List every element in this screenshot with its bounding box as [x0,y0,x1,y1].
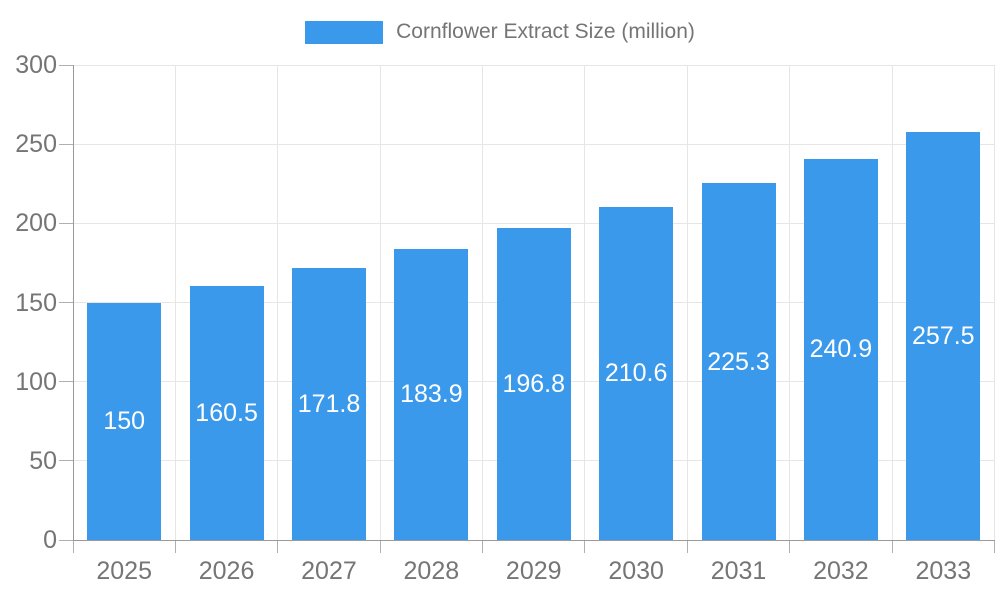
bar-value-2031: 225.3 [707,347,770,376]
legend-label: Cornflower Extract Size (million) [396,20,695,43]
bar-value-2027: 171.8 [297,389,361,418]
x-axis-label-2030: 2030 [608,557,664,585]
legend: Cornflower Extract Size (million) [0,20,1000,44]
gridline-v-1 [174,65,176,540]
y-tick-50 [59,460,73,462]
y-axis-label-200: 200 [15,209,57,238]
bar-value-2032: 240.9 [809,335,873,364]
gridline-h-300 [73,64,995,66]
y-tick-150 [59,302,73,303]
y-tick-200 [59,222,73,224]
bar-2026 [189,285,264,540]
x-tick-0 [72,540,74,553]
x-tick-2 [277,540,279,553]
bar-2028 [394,248,469,540]
y-axis-label-100: 100 [15,367,57,396]
bar-2033 [906,132,981,540]
bar-2032 [803,158,878,540]
x-tick-5 [584,540,586,553]
gridline-v-6 [686,65,688,540]
x-axis-label-2027: 2027 [301,557,357,585]
y-axis-line [72,65,74,540]
x-axis-line [73,539,995,541]
bar-value-2025: 150 [103,407,146,436]
bar-2025 [87,302,162,540]
gridline-v-3 [379,65,381,540]
y-axis-label-300: 300 [15,51,57,79]
gridline-v-4 [482,65,484,540]
y-axis-label-0: 0 [43,526,57,554]
gridline-v-5 [584,65,586,540]
x-axis-label-2031: 2031 [710,557,767,585]
x-tick-6 [686,540,688,553]
bar-2031 [701,183,776,540]
bar-value-2033: 257.5 [912,322,975,351]
x-tick-4 [482,540,484,553]
y-tick-100 [59,381,73,383]
y-tick-300 [59,64,73,66]
x-tick-1 [174,540,176,553]
bar-value-2026: 160.5 [195,398,258,427]
bar-2027 [291,267,366,540]
x-axis-label-2026: 2026 [198,557,255,585]
legend-swatch-icon [305,20,384,44]
x-axis-label-2033: 2033 [915,557,972,585]
y-axis-label-50: 50 [29,446,57,475]
gridline-v-8 [891,65,893,540]
x-axis-label-2029: 2029 [505,557,562,585]
y-tick-0 [59,539,73,541]
gridline-h-250 [73,143,995,145]
x-axis-label-2032: 2032 [813,557,869,585]
x-tick-8 [891,540,893,553]
y-axis-label-250: 250 [15,130,57,159]
legend-item[interactable]: Cornflower Extract Size (million) [305,20,695,44]
bar-2029 [496,228,571,540]
x-axis-label-2025: 2025 [96,557,152,585]
gridline-v-9 [994,65,995,540]
bar-value-2030: 210.6 [604,359,668,388]
y-tick-250 [59,143,73,145]
bar-value-2029: 196.8 [502,370,566,399]
gridline-v-2 [277,65,279,540]
gridline-h-200 [73,222,995,224]
x-tick-7 [789,540,791,553]
x-tick-3 [379,540,381,553]
gridline-v-7 [789,65,791,540]
y-axis-label-150: 150 [15,288,57,317]
x-axis-label-2028: 2028 [403,557,460,585]
bar-2030 [599,206,674,540]
x-tick-9 [994,540,995,553]
bar-value-2028: 183.9 [400,380,463,409]
